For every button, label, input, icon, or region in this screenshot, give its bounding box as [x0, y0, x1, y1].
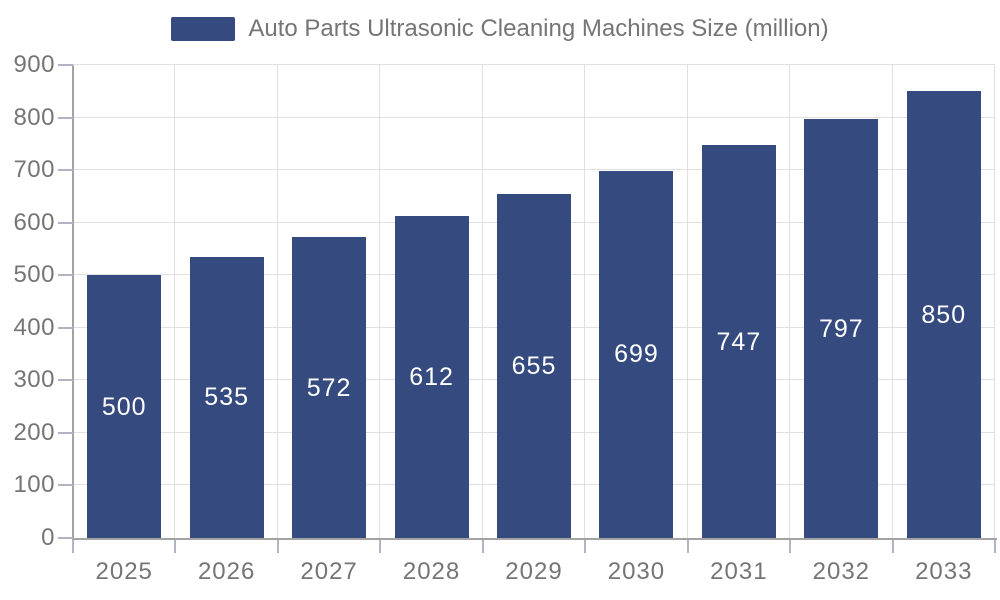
bar-value-label: 797 — [818, 314, 864, 343]
y-axis-tick — [58, 537, 73, 539]
x-axis-line — [73, 538, 997, 540]
x-axis-tick-label: 2031 — [710, 558, 768, 585]
plot-area: 500 535 572 612 655 699 747 797 850 — [73, 64, 995, 538]
x-axis-tick — [584, 540, 587, 553]
y-axis-tick-label: 300 — [13, 366, 55, 394]
gridline-vertical — [686, 65, 688, 538]
x-axis-tick — [72, 540, 74, 553]
y-axis-tick — [58, 116, 73, 119]
y-axis-tick — [58, 484, 73, 487]
bar[interactable]: 655 — [497, 193, 571, 538]
bar-value-label: 500 — [101, 392, 147, 421]
y-axis-tick-label: 600 — [13, 208, 55, 236]
bar[interactable]: 572 — [292, 237, 367, 538]
bar-value-label: 699 — [614, 340, 659, 369]
gridline-vertical — [276, 65, 278, 538]
bar[interactable]: 535 — [189, 256, 264, 538]
y-axis-tick-label: 900 — [13, 51, 55, 78]
y-axis-tick-label: 400 — [13, 313, 55, 341]
gridline-horizontal — [73, 116, 995, 118]
x-axis-tick-label: 2026 — [197, 558, 256, 585]
x-axis-tick-label: 2033 — [915, 558, 973, 585]
x-axis-tick-label: 2025 — [95, 558, 153, 585]
y-axis-tick-label: 100 — [13, 471, 55, 499]
x-axis-tick — [379, 540, 382, 553]
y-axis-tick-label: 700 — [13, 156, 55, 184]
x-axis-tick-label: 2027 — [300, 558, 358, 585]
bar[interactable]: 850 — [906, 91, 981, 538]
y-axis-tick — [58, 221, 73, 224]
y-axis-tick-label: 500 — [13, 261, 55, 289]
y-axis-tick — [58, 274, 73, 277]
bar[interactable]: 797 — [804, 119, 879, 538]
bar[interactable]: 500 — [87, 275, 162, 538]
bar-value-label: 655 — [511, 351, 557, 380]
bar[interactable]: 747 — [701, 145, 776, 538]
y-axis-tick — [58, 169, 73, 172]
bar-value-label: 572 — [306, 373, 352, 402]
gridline-vertical — [481, 65, 483, 538]
y-axis-tick — [58, 379, 73, 382]
legend-swatch — [171, 17, 236, 41]
gridline-horizontal — [73, 64, 995, 65]
y-axis-tick — [58, 431, 73, 434]
x-axis-tick-label: 2028 — [402, 558, 461, 585]
bar-value-label: 535 — [204, 383, 250, 412]
bar[interactable]: 612 — [394, 216, 469, 538]
x-axis-tick — [994, 540, 996, 553]
gridline-vertical — [584, 65, 586, 538]
x-axis-tick — [481, 540, 484, 553]
x-axis-tick — [276, 540, 279, 553]
y-axis-tick-label: 800 — [13, 103, 55, 131]
x-axis-tick-label: 2032 — [812, 558, 871, 585]
bar-value-label: 612 — [409, 363, 454, 392]
x-axis-tick — [686, 540, 689, 553]
y-axis-line — [72, 65, 74, 540]
gridline-vertical — [174, 65, 176, 538]
gridline-horizontal — [73, 169, 995, 171]
x-axis-tick — [891, 540, 894, 553]
bar[interactable]: 699 — [599, 170, 674, 538]
gridline-vertical — [891, 65, 893, 538]
legend[interactable]: Auto Parts Ultrasonic Cleaning Machines … — [0, 14, 1000, 44]
x-axis-tick — [174, 540, 177, 553]
gridline-vertical — [994, 65, 995, 538]
y-axis-tick-label: 200 — [13, 418, 55, 446]
gridline-vertical — [789, 65, 791, 538]
bar-value-label: 850 — [921, 300, 967, 329]
y-axis-tick — [58, 64, 73, 66]
x-axis-tick-label: 2030 — [607, 558, 666, 585]
x-axis-tick — [789, 540, 792, 553]
legend-label: Auto Parts Ultrasonic Cleaning Machines … — [248, 15, 829, 42]
y-axis-tick — [58, 326, 73, 329]
gridline-vertical — [379, 65, 381, 538]
y-axis-tick-label: 0 — [41, 524, 55, 551]
x-axis-tick-label: 2029 — [505, 558, 563, 585]
bar-value-label: 747 — [716, 327, 762, 356]
